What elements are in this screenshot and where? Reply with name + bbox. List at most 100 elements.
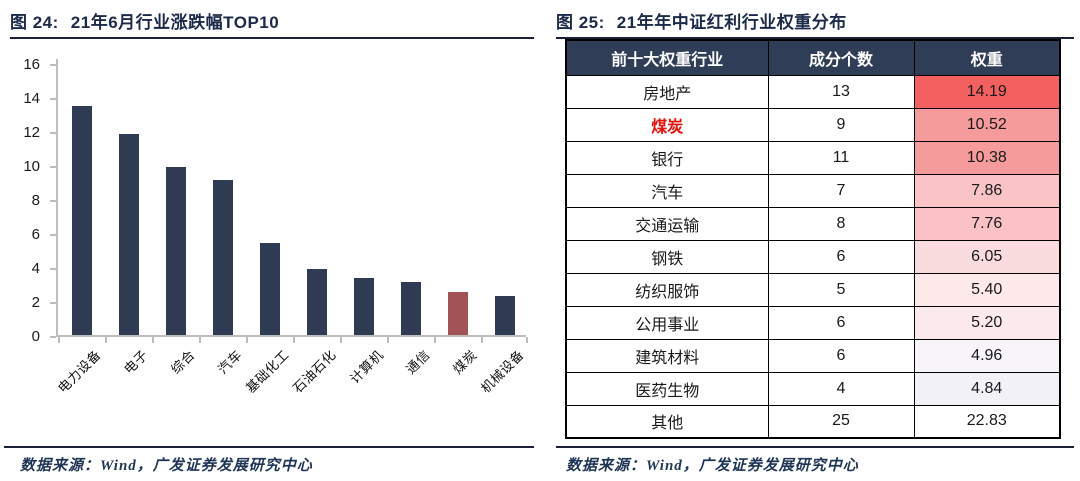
table-row: 银行 11 10.38 <box>565 140 1061 175</box>
table-row: 钢铁 6 6.05 <box>565 239 1061 274</box>
table-row: 交通运输 8 7.76 <box>565 206 1061 241</box>
fig24-bottom-rule <box>4 446 534 448</box>
industry-cell: 交通运输 <box>565 206 769 241</box>
table-row: 公用事业 6 5.20 <box>565 305 1061 340</box>
table-row: 汽车 7 7.86 <box>565 173 1061 208</box>
y-axis: 0 2 4 6 8 10 12 14 16 <box>8 56 48 345</box>
fig24-title-text: 21年6月行业涨跌幅TOP10 <box>70 13 280 32</box>
count-cell: 4 <box>767 371 915 406</box>
industry-cell: 纺织服饰 <box>565 272 769 307</box>
weight-cell: 5.20 <box>913 305 1061 340</box>
x-tick-label: 电子 <box>121 347 152 377</box>
count-cell: 11 <box>767 140 915 175</box>
industry-cell: 煤炭 <box>565 107 769 142</box>
count-cell: 7 <box>767 173 915 208</box>
x-tick-label: 通信 <box>403 347 434 377</box>
x-tick-mark <box>340 337 342 343</box>
fig25-title-rule <box>556 37 1074 39</box>
weight-cell: 14.19 <box>913 74 1061 109</box>
x-tick-mark <box>481 337 483 343</box>
weight-cell: 5.40 <box>913 272 1061 307</box>
x-tick-label: 石油石化 <box>290 347 340 396</box>
y-tick-label: 0 <box>31 328 40 345</box>
x-tick-label: 电力设备 <box>55 347 105 396</box>
bar-汽车 <box>212 180 233 335</box>
x-tick-mark <box>58 337 60 343</box>
x-tick-label: 计算机 <box>346 347 387 387</box>
x-tick-mark <box>105 337 107 343</box>
fig25-bottom-rule <box>556 446 1074 448</box>
industry-change-bar-chart: 0 2 4 6 8 10 12 14 16 电力设备 电子 综合 汽车 基础化工 石油石化 计算机 通信 煤炭机… <box>23 56 540 441</box>
industry-cell: 银行 <box>565 140 769 175</box>
fig24-title-rule <box>10 37 534 39</box>
y-tick-label: 14 <box>23 90 40 107</box>
bar-通信 <box>400 282 421 335</box>
x-tick-label: 机械设备 <box>478 347 528 396</box>
industry-cell: 公用事业 <box>565 305 769 340</box>
y-tick-label: 16 <box>23 56 40 73</box>
y-tick-label: 12 <box>23 124 40 141</box>
bar-综合 <box>165 166 186 335</box>
fig25-label: 图 25: <box>556 13 605 32</box>
column-header: 成分个数 <box>767 39 915 76</box>
x-tick-mark <box>152 337 154 343</box>
weight-cell: 22.83 <box>913 404 1061 439</box>
weight-cell: 7.76 <box>913 206 1061 241</box>
fig24-source: 数据来源：Wind，广发证券发展研究中心 <box>20 458 313 474</box>
bar-机械设备 <box>494 295 515 335</box>
plot-area <box>50 59 528 343</box>
weight-cell: 7.86 <box>913 173 1061 208</box>
bar-电子 <box>118 134 139 335</box>
x-tick-mark <box>246 337 248 343</box>
table-row: 煤炭 9 10.52 <box>565 107 1061 142</box>
industry-cell: 钢铁 <box>565 239 769 274</box>
x-tick-label: 基础化工 <box>243 347 293 396</box>
fig24-label: 图 24: <box>10 13 59 32</box>
count-cell: 5 <box>767 272 915 307</box>
count-cell: 8 <box>767 206 915 241</box>
y-tick-mark <box>50 64 56 66</box>
table-row: 房地产 13 14.19 <box>565 74 1061 109</box>
panel-fig25: 图 25: 21年年中证红利行业权重分布 前十大权重行业 成分个数 权重 房地产 13… <box>540 0 1080 481</box>
column-header: 前十大权重行业 <box>565 39 769 76</box>
column-header: 权重 <box>913 39 1061 76</box>
count-cell: 9 <box>767 107 915 142</box>
industry-cell: 医药生物 <box>565 371 769 406</box>
weight-cell: 10.52 <box>913 107 1061 142</box>
y-tick-label: 6 <box>31 226 40 243</box>
x-tick-mark <box>199 337 201 343</box>
x-tick-mark <box>434 337 436 343</box>
industry-cell: 房地产 <box>565 74 769 109</box>
y-tick-label: 10 <box>23 158 40 175</box>
x-axis-labels: 电力设备 电子 综合 汽车 基础化工 石油石化 计算机 通信 煤炭 机械设备 <box>55 337 528 441</box>
dividend-weight-table: 前十大权重行业 成分个数 权重 房地产 13 14.19 煤炭 9 10.52 银行 11 10.3… <box>565 39 1061 439</box>
count-cell: 13 <box>767 74 915 109</box>
count-cell: 25 <box>767 404 915 439</box>
x-tick-label: 煤炭 <box>450 347 481 377</box>
table-row: 其他 25 22.83 <box>565 404 1061 439</box>
x-tick-label: 汽车 <box>215 347 246 377</box>
y-tick-mark <box>50 166 56 168</box>
bar-石油石化 <box>306 268 327 335</box>
count-cell: 6 <box>767 338 915 373</box>
industry-cell: 汽车 <box>565 173 769 208</box>
table-row: 医药生物 4 4.84 <box>565 371 1061 406</box>
y-tick-mark <box>50 200 56 202</box>
weight-cell: 4.96 <box>913 338 1061 373</box>
bar-基础化工 <box>259 243 280 335</box>
bar-煤炭 <box>447 291 468 335</box>
y-tick-mark <box>50 336 56 338</box>
y-tick-mark <box>50 302 56 304</box>
panel-fig24: 图 24: 21年6月行业涨跌幅TOP10 0 2 4 6 8 10 12 14 16 电力设备… <box>4 8 540 474</box>
y-tick-mark <box>50 234 56 236</box>
fig24-title: 图 24: 21年6月行业涨跌幅TOP10 <box>10 8 540 32</box>
y-tick-label: 8 <box>31 192 40 209</box>
table-row: 建筑材料 6 4.96 <box>565 338 1061 373</box>
y-tick-mark <box>50 268 56 270</box>
weight-cell: 4.84 <box>913 371 1061 406</box>
fig25-source: 数据来源：Wind，广发证券发展研究中心 <box>566 458 859 474</box>
y-tick-mark <box>50 98 56 100</box>
table-header-row: 前十大权重行业 成分个数 权重 <box>565 39 1061 76</box>
bar-计算机 <box>353 278 374 335</box>
